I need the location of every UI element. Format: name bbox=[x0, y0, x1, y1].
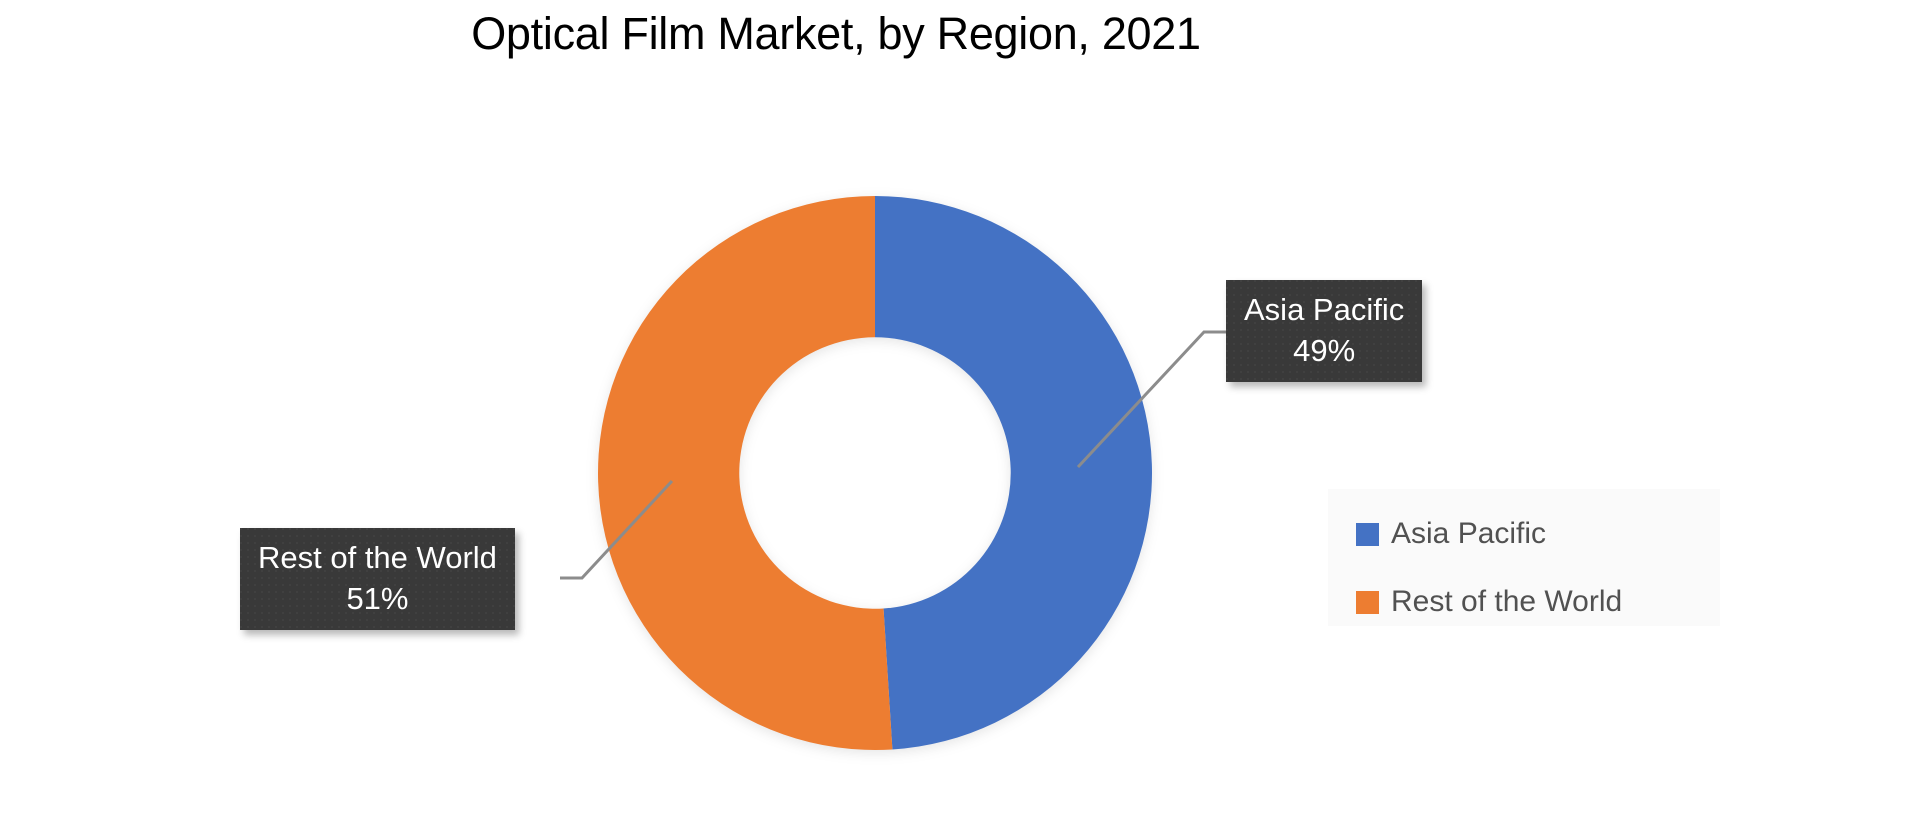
legend-label-asia-pacific: Asia Pacific bbox=[1391, 517, 1547, 550]
legend-swatch-rest-of-world bbox=[1356, 590, 1379, 614]
legend-item-rest-of-world[interactable]: Rest of the World bbox=[1356, 579, 1720, 625]
page-title: Optical Film Market, by Region, 2021 bbox=[471, 8, 1201, 59]
donut-chart bbox=[598, 196, 1152, 750]
donut-chart-svg bbox=[598, 196, 1152, 750]
legend-item-asia-pacific[interactable]: Asia Pacific bbox=[1356, 511, 1720, 557]
legend-swatch-asia-pacific bbox=[1356, 522, 1379, 546]
data-label-asia-pacific: Asia Pacific 49% bbox=[1226, 280, 1423, 382]
data-label-asia-pacific-value: 49% bbox=[1293, 333, 1356, 368]
donut-slice-rest-of-the-world[interactable] bbox=[598, 196, 893, 750]
data-label-rest-of-world: Rest of the World 51% bbox=[240, 528, 515, 630]
data-label-asia-pacific-name: Asia Pacific bbox=[1244, 292, 1405, 327]
chart-legend: Asia Pacific Rest of the World bbox=[1328, 489, 1720, 626]
data-label-rest-of-world-value: 51% bbox=[346, 581, 409, 616]
data-label-rest-of-world-name: Rest of the World bbox=[258, 540, 497, 575]
legend-label-rest-of-world: Rest of the World bbox=[1391, 585, 1623, 618]
donut-slice-asia-pacific[interactable] bbox=[875, 196, 1152, 750]
